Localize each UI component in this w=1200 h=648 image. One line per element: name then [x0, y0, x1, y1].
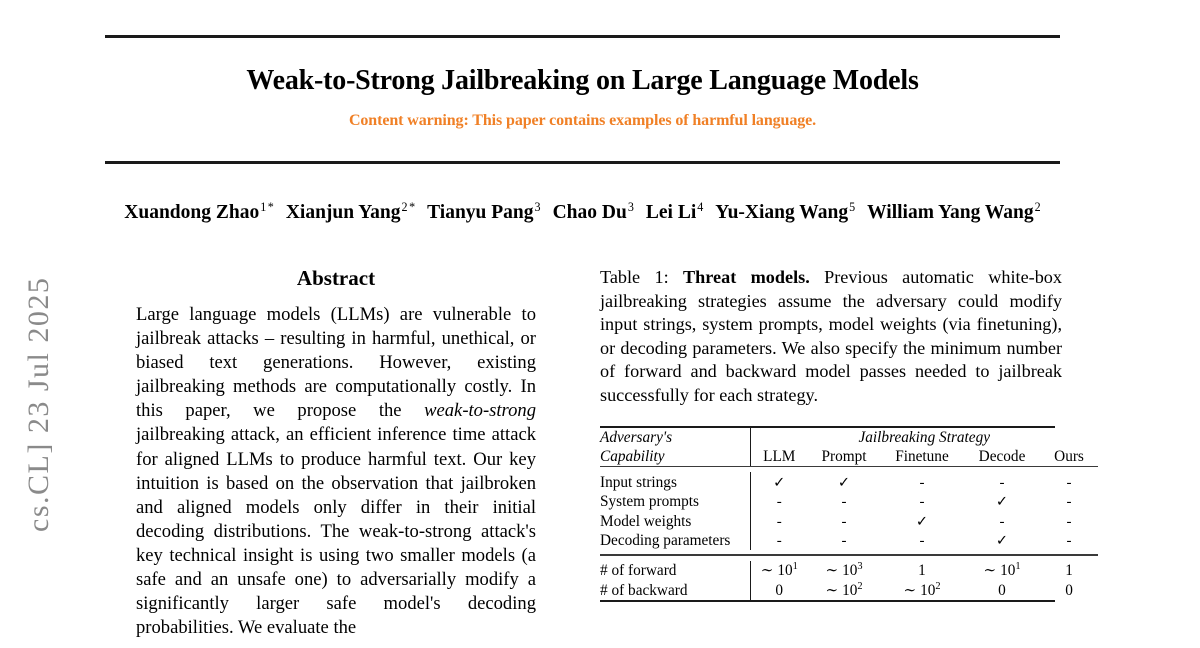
author-affiliation-marker: 3: [627, 199, 634, 214]
capability-label: Model weights: [600, 512, 692, 530]
capability-cell: -: [749, 511, 808, 531]
threat-table-grid: Adversary's Jailbreaking Strategy Capabi…: [600, 428, 1099, 600]
count-cell: 1: [918, 562, 926, 580]
author-name: Xianjun Yang2 *: [285, 199, 416, 223]
count-cell: 0: [998, 581, 1006, 599]
table-row: System prompts - - - ✓ -: [600, 491, 1098, 512]
table-bottom-rule: [600, 599, 1055, 603]
author-name: Yu-Xiang Wang5: [715, 199, 856, 223]
table-column: Table 1: Threat models. Previous automat…: [600, 266, 1099, 603]
capability-cell: ✓: [915, 513, 929, 530]
table-body-capabilities: Input strings ✓ ✓ - - - System prompts - - - ✓ - Mod…: [600, 466, 1099, 551]
header-rule-top: [105, 35, 1060, 38]
content-warning-banner: Content warning: This paper contains exa…: [348, 112, 817, 129]
capability-cell: ✓: [995, 494, 1009, 511]
author-name: William Yang Wang2: [867, 199, 1041, 223]
capability-cell: -: [841, 533, 847, 550]
table-caption-title: Threat models.: [683, 267, 810, 287]
capability-cell: -: [999, 474, 1005, 491]
table-top-rule: [600, 425, 1055, 429]
count-cell: 1: [1065, 562, 1073, 580]
count-label: # of backward: [600, 581, 688, 599]
count-cell: 0: [1065, 581, 1073, 599]
column-header-prompt: Prompt: [821, 448, 867, 466]
capability-cell: -: [999, 513, 1005, 530]
table-head: Adversary's Jailbreaking Strategy Capabi…: [600, 428, 1099, 467]
corner-header-line1: Adversary's: [600, 429, 673, 447]
abstract-heading: Abstract: [296, 266, 376, 290]
page-title: Weak-to-Strong Jailbreaking on Large Lan…: [246, 65, 919, 96]
arxiv-stamp: cs.CL] 23 Jul 2025: [0, 0, 96, 648]
count-cell: ∼ 102: [903, 580, 941, 599]
table-row: Model weights - - ✓ - -: [600, 511, 1098, 531]
table-header-row-columns: Capability LLM Prompt Finetune Decode Ou…: [600, 447, 1098, 467]
capability-cell: -: [1066, 533, 1072, 550]
table-header-separator: [600, 466, 1099, 468]
capability-cell: ✓: [837, 474, 851, 491]
capability-cell: -: [749, 491, 808, 512]
author-affiliation-marker: 4: [697, 199, 704, 214]
abstract-emphasis: weak-to-strong: [424, 400, 536, 422]
capability-cell: -: [919, 494, 925, 511]
table-caption: Table 1: Threat models. Previous automat…: [600, 267, 1062, 405]
arxiv-stamp-text: cs.CL] 23 Jul 2025: [22, 276, 55, 532]
table-header-row-group: Adversary's Jailbreaking Strategy: [600, 428, 1099, 448]
author-list: Xuandong Zhao1 * Xianjun Yang2 * Tianyu Pang…: [100, 199, 1065, 224]
author-affiliation-marker: 1 *: [260, 199, 274, 214]
author-name: Xuandong Zhao1 *: [124, 199, 274, 223]
abstract-body: Large language models (LLMs) are vulnera…: [136, 304, 536, 639]
author-affiliation-marker: 2 *: [401, 199, 416, 214]
count-label: # of forward: [600, 562, 677, 580]
capability-label: Input strings: [600, 473, 677, 491]
capability-label: Decoding parameters: [600, 532, 731, 550]
table-row: Input strings ✓ ✓ - - -: [600, 472, 1098, 492]
capability-cell: ✓: [995, 533, 1009, 550]
capability-label: System prompts: [600, 493, 700, 511]
count-cell: ∼ 102: [825, 580, 863, 599]
count-cell: ∼ 101: [983, 561, 1021, 580]
author-name: Lei Li4: [645, 199, 704, 223]
author-name: Chao Du3: [552, 199, 634, 223]
capability-cell: -: [1066, 513, 1072, 530]
table-body-counts: # of forward ∼ 101 ∼ 103 1 ∼ 101 1 # of backwa…: [600, 550, 1099, 600]
group-header-jailbreaking-strategy: Jailbreaking Strategy: [749, 428, 1099, 448]
table-row: # of forward ∼ 101 ∼ 103 1 ∼ 101 1: [600, 560, 1098, 581]
abstract-column: Abstract Large language models (LLMs) ar…: [136, 266, 536, 640]
count-cell: 0: [749, 580, 808, 600]
capability-cell: ✓: [749, 472, 808, 492]
column-header-ours: Ours: [1054, 448, 1084, 466]
capability-cell: -: [841, 513, 847, 530]
count-cell: ∼ 101: [749, 560, 808, 581]
capability-cell: -: [841, 494, 847, 511]
table-row: # of backward 0 ∼ 102 ∼ 102 0 0: [600, 580, 1098, 600]
capability-cell: -: [1066, 494, 1072, 511]
capability-cell: -: [919, 474, 925, 491]
table-caption-label: Table 1:: [600, 267, 684, 287]
author-affiliation-marker: 2: [1034, 199, 1041, 214]
author-name: Tianyu Pang3: [427, 199, 541, 223]
count-cell: ∼ 103: [825, 561, 863, 580]
header-rule-bottom: [105, 161, 1060, 164]
column-header-finetune: Finetune: [895, 448, 949, 466]
column-header-decode: Decode: [978, 448, 1026, 466]
capability-cell: -: [1066, 474, 1072, 491]
capability-cell: -: [919, 533, 925, 550]
table-section-separator: [600, 550, 1099, 556]
author-affiliation-marker: 3: [534, 199, 541, 214]
threat-models-table: Adversary's Jailbreaking Strategy Capabi…: [600, 425, 1099, 603]
column-header-llm: LLM: [749, 447, 808, 467]
author-affiliation-marker: 5: [849, 199, 856, 214]
corner-header-line2: Capability: [600, 448, 665, 466]
table-row: Decoding parameters - - - ✓ -: [600, 530, 1098, 551]
capability-cell: -: [749, 530, 808, 551]
